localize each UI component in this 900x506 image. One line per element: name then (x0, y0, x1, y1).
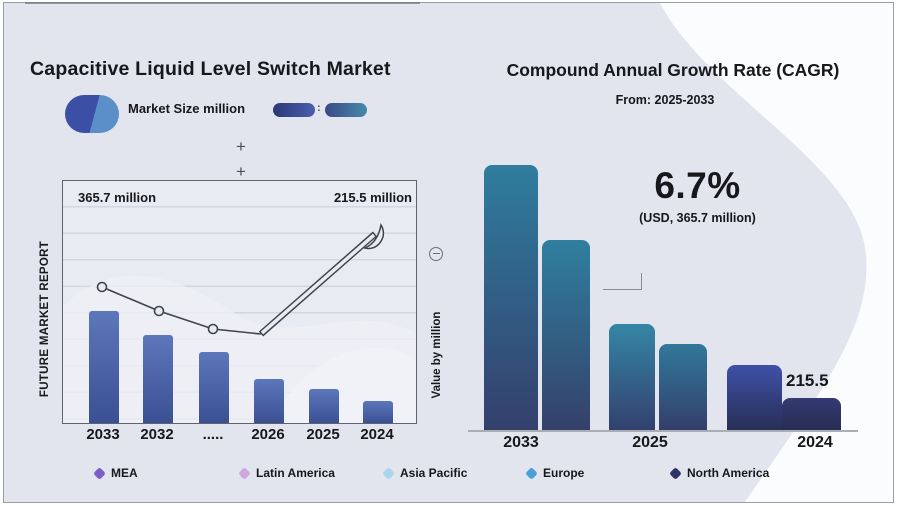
legend-item-europe: Europe (525, 466, 585, 480)
left-bar (143, 335, 173, 423)
capacitor-capsule-icon (65, 95, 119, 133)
right-chart-baseline (468, 430, 858, 432)
right-chart-title: Compound Annual Growth Rate (CAGR) (506, 60, 840, 80)
left-x-label: ..... (202, 426, 224, 443)
left-x-label: 2025 (306, 426, 340, 443)
legend-label: North America (687, 466, 770, 480)
left-chart-title: Capacitive Liquid Level Switch Market (30, 58, 391, 80)
trend-line-arrow (96, 223, 385, 337)
minus-circle-icon (429, 247, 443, 261)
legend-item-north-america: North America (669, 466, 770, 480)
right-bar (609, 324, 655, 431)
right-chart-subtitle: From: 2025-2033 (615, 93, 715, 107)
legend-marker-icon (93, 466, 106, 480)
left-x-label: 2033 (86, 426, 120, 443)
min-value-annotation: 215.5 million (333, 190, 412, 205)
left-bar (363, 401, 393, 423)
legend-item-asia-pacific: Asia Pacific (382, 466, 468, 480)
legend-marker-icon (669, 466, 682, 480)
cagr-block: 6.7% (USD, 365.7 million) (590, 165, 805, 225)
legend-pill-icon (325, 103, 367, 117)
left-bar (199, 352, 229, 423)
left-bar (254, 379, 284, 423)
legend-marker-icon (238, 466, 251, 480)
plus-mark-icon: + (236, 162, 246, 181)
legend-label: MEA (111, 466, 138, 480)
legend-marker-icon (525, 466, 538, 480)
legend-label: Asia Pacific (400, 466, 468, 480)
legend-label: Europe (543, 466, 585, 480)
max-value-annotation: 365.7 million (78, 190, 157, 205)
right-bar (659, 344, 707, 431)
legend-item-latin-america: Latin America (238, 466, 335, 480)
right-bar (782, 398, 841, 431)
left-y-axis-label: FUTURE MARKET REPORT (39, 240, 51, 398)
right-x-label: 2024 (797, 434, 833, 451)
corner-bracket-decoration (603, 273, 642, 290)
left-x-label: 2026 (251, 426, 285, 443)
right-x-label: 2033 (503, 434, 539, 451)
left-x-label: 2032 (140, 426, 174, 443)
value-callout: 215.5 (786, 371, 829, 390)
left-bar-chart: 365.7 million 215.5 million (62, 180, 417, 424)
legend-label: Latin America (256, 466, 335, 480)
top-accent-line (25, 2, 420, 4)
legend-item-mea: MEA (93, 466, 138, 480)
left-bar (89, 311, 119, 423)
pill-separator: : (317, 102, 321, 114)
cagr-value: 6.7% (654, 165, 741, 206)
left-x-label: 2024 (360, 426, 394, 443)
right-bar (542, 240, 590, 431)
left-bar (309, 389, 339, 423)
cagr-detail: (USD, 365.7 million) (639, 211, 756, 225)
right-bar (484, 165, 538, 431)
right-x-label: 2025 (632, 434, 668, 451)
value-axis-label: Value by million (431, 311, 443, 399)
legend-pill-icon (273, 103, 315, 117)
legend-marker-icon (382, 466, 395, 480)
right-bar (727, 365, 782, 431)
plus-mark-icon: + (236, 137, 246, 156)
series-label: Market Size million (128, 101, 246, 116)
